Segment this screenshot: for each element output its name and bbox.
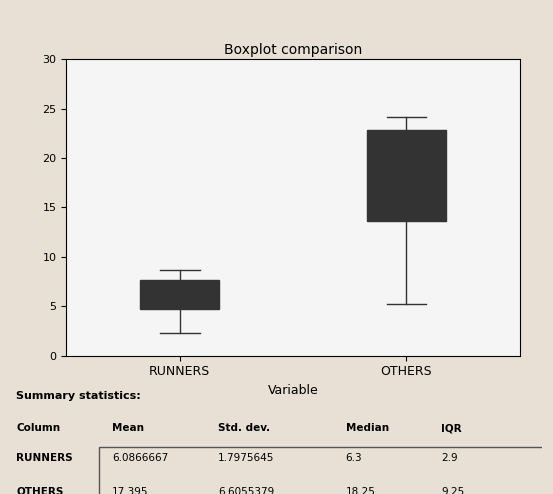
Text: 9.25: 9.25	[441, 488, 465, 494]
Text: 6.6055379: 6.6055379	[218, 488, 274, 494]
Text: 17.395: 17.395	[112, 488, 148, 494]
PathPatch shape	[140, 280, 220, 309]
Text: Column: Column	[17, 423, 60, 433]
Text: 18.25: 18.25	[346, 488, 375, 494]
PathPatch shape	[367, 130, 446, 221]
Text: OTHERS: OTHERS	[17, 488, 64, 494]
Text: 2.9: 2.9	[441, 453, 458, 463]
Text: RUNNERS: RUNNERS	[17, 453, 73, 463]
Text: Median: Median	[346, 423, 389, 433]
Title: Boxplot comparison: Boxplot comparison	[224, 42, 362, 57]
Text: 6.0866667: 6.0866667	[112, 453, 168, 463]
X-axis label: Variable: Variable	[268, 384, 319, 397]
Text: 1.7975645: 1.7975645	[218, 453, 274, 463]
Text: Mean: Mean	[112, 423, 144, 433]
Text: 6.3: 6.3	[346, 453, 362, 463]
Text: IQR: IQR	[441, 423, 462, 433]
Text: Summary statistics:: Summary statistics:	[17, 391, 141, 401]
Text: Std. dev.: Std. dev.	[218, 423, 270, 433]
